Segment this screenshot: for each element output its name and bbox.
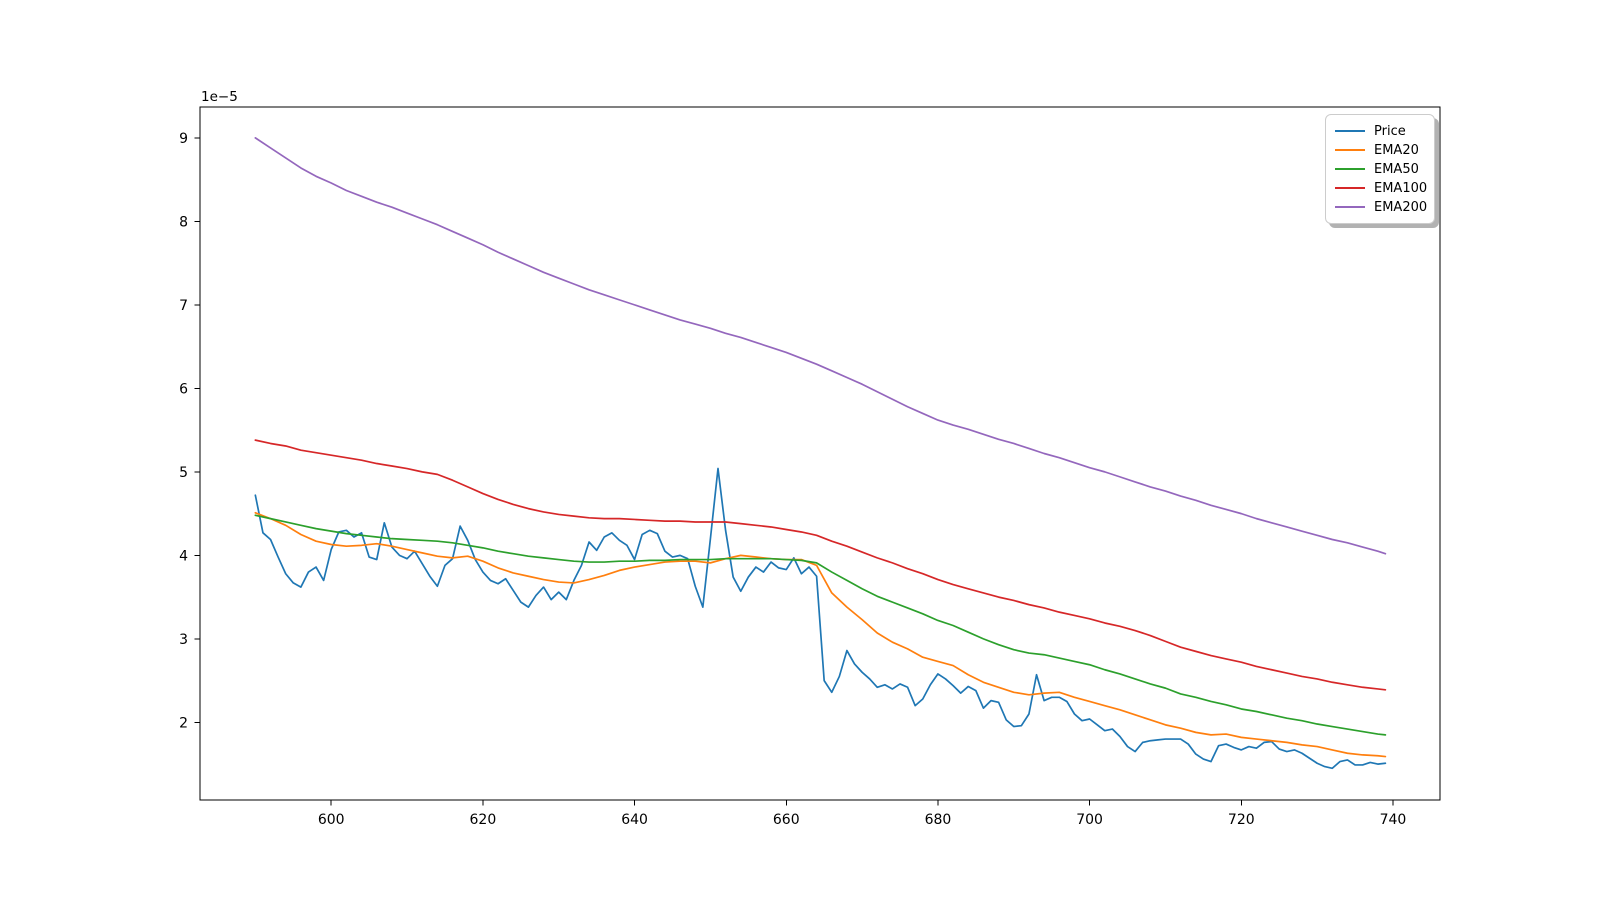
legend-label-price: Price (1374, 123, 1406, 139)
y-tick-label: 2 (179, 715, 188, 731)
legend-label-ema50: EMA50 (1374, 161, 1419, 177)
legend-label-ema100: EMA100 (1374, 180, 1428, 196)
y-tick-label: 3 (179, 632, 188, 648)
legend-item-ema100: EMA100 (1335, 179, 1428, 197)
x-tick-label: 640 (621, 812, 648, 828)
x-tick-label: 660 (773, 812, 800, 828)
legend-label-ema20: EMA20 (1374, 142, 1419, 158)
y-tick-label: 7 (179, 298, 188, 314)
series-line-ema50 (254, 514, 1387, 736)
y-tick-label: 4 (179, 548, 188, 564)
x-tick-label: 680 (925, 812, 952, 828)
legend-swatch-ema20 (1335, 149, 1365, 151)
legend: Price EMA20 EMA50 EMA100 EMA200 (1325, 114, 1435, 224)
series-line-ema20 (254, 511, 1387, 758)
legend-item-ema50: EMA50 (1335, 160, 1426, 178)
series-line-ema200 (254, 137, 1387, 555)
y-axis-ticks: 2 3 4 5 6 7 8 9 (179, 131, 200, 731)
y-tick-label: 5 (179, 465, 188, 481)
series-lines (254, 137, 1387, 770)
y-axis-offset-label: 1e−5 (201, 89, 238, 105)
legend-swatch-ema50 (1335, 168, 1365, 170)
y-tick-label: 6 (179, 381, 188, 397)
series-line-price (254, 467, 1387, 770)
legend-item-ema200: EMA200 (1335, 198, 1428, 216)
x-axis-ticks: 600 620 640 660 680 700 720 740 (318, 800, 1407, 828)
legend-swatch-price (1335, 130, 1365, 132)
x-tick-label: 720 (1228, 812, 1255, 828)
legend-swatch-ema200 (1335, 206, 1365, 208)
plot-frame (199, 106, 1441, 801)
x-tick-label: 700 (1076, 812, 1103, 828)
legend-label-ema200: EMA200 (1374, 199, 1428, 215)
y-tick-label: 9 (179, 131, 188, 147)
x-tick-label: 740 (1380, 812, 1407, 828)
x-tick-label: 620 (470, 812, 497, 828)
series-line-ema100 (254, 439, 1387, 691)
x-tick-label: 600 (318, 812, 345, 828)
legend-item-price: Price (1335, 122, 1426, 140)
legend-item-ema20: EMA20 (1335, 141, 1426, 159)
legend-swatch-ema100 (1335, 187, 1365, 189)
y-tick-label: 8 (179, 214, 188, 230)
